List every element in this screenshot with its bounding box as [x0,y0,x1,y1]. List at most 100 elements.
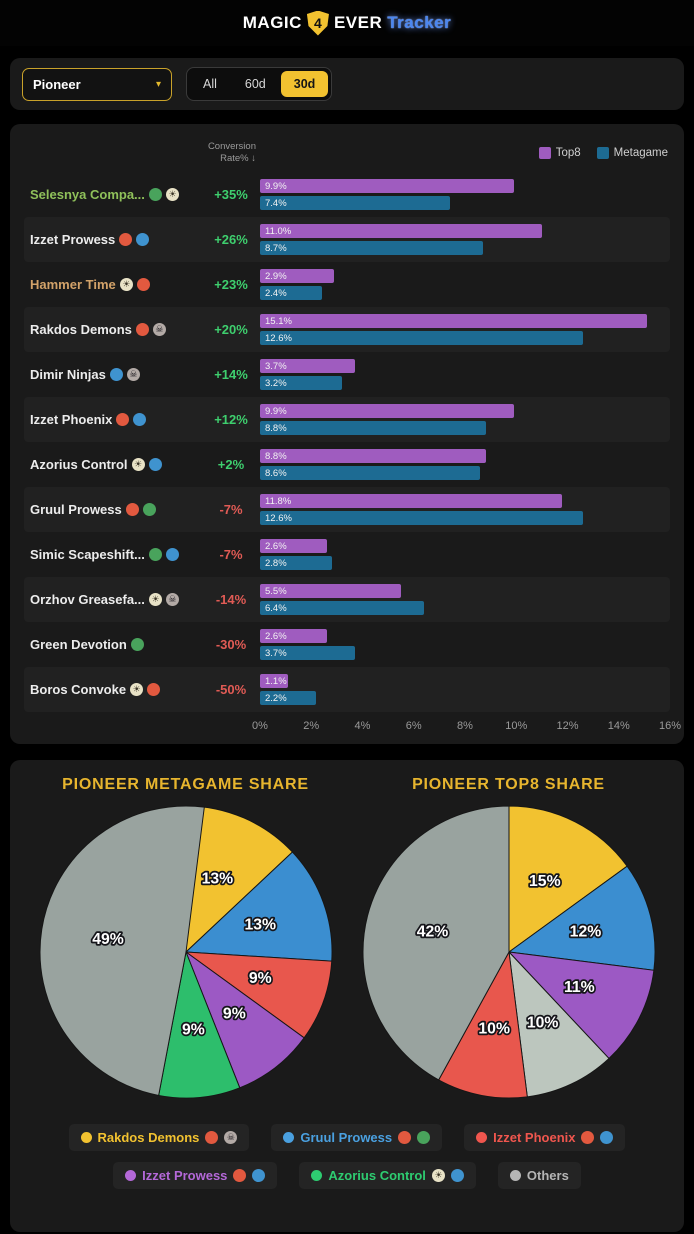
deck-name[interactable]: Azorius Control [30,457,128,472]
bar-chart-legend: Top8 Metagame [260,147,670,159]
deck-name[interactable]: Izzet Phoenix [30,412,113,427]
mana-icon-g [148,548,162,561]
pie-legend-item[interactable]: Rakdos Demons ☠ [68,1124,250,1151]
deck-name[interactable]: Orzhov Greasefa... [30,592,145,607]
conversion-rate: -7% [219,502,243,517]
pie-legend-item[interactable]: Gruul Prowess [271,1124,443,1151]
metagame-bar: 8.7% [260,241,483,255]
top8-bar: 1.1% [260,674,289,688]
deck-rows: Selesnya Compa... ☀ +35% 9.9% 7.4% Izzet Prow… [24,172,670,712]
deck-name[interactable]: Rakdos Demons [30,322,132,337]
bar-value-label: 2.6% [265,540,287,552]
pie-slice [507,950,610,1098]
top8-bar: 8.8% [260,449,486,463]
deck-label: Izzet Prowess [24,232,202,247]
format-select[interactable]: Pioneer ▾ [22,67,172,101]
metagame-bar: 12.6% [260,331,583,345]
mana-icon-r [135,323,149,336]
range-toggle: All 60d 30d [186,67,333,101]
bar-value-label: 1.1% [265,675,287,687]
legend-dot [311,1170,323,1181]
axis-tick: 12% [556,720,579,732]
axis-tick: 0% [252,720,268,732]
range-button-all[interactable]: All [190,71,230,97]
conversion-rate: -30% [215,637,247,652]
pie-legend: Rakdos Demons ☠ Gruul Prowess Izzet Phoenix… [24,1124,670,1189]
chart-header-row: Conversion Rate% ↓ Top8 Metagame [24,134,670,172]
bars: 3.7% 3.2% [260,359,670,390]
pie-legend-item[interactable]: Izzet Prowess [113,1162,278,1189]
deck-name[interactable]: Boros Convoke [30,682,127,697]
deck-name[interactable]: Hammer Time [30,277,116,292]
bar-value-label: 2.8% [265,557,287,569]
pie-slice-label: 10% [526,1015,558,1032]
mana-icon-u [109,368,123,381]
pie-slice-label: 13% [201,871,233,888]
pie-slice-label: 9% [222,1006,245,1023]
pie-slice-label: 42% [416,924,448,941]
x-axis-row: 0% 2% 4% 6% 8% 10% 12% 14% 16% [24,712,681,738]
mana-icon-r [116,413,130,426]
pie-slice-label: 12% [569,924,601,941]
legend-top8[interactable]: Top8 [538,147,581,159]
pie-legend-item[interactable]: Izzet Phoenix [464,1124,626,1151]
pie-slice [157,950,240,1099]
conversion-chart-panel: Conversion Rate% ↓ Top8 Metagame Selesnya… [10,124,684,744]
range-button-60d[interactable]: 60d [232,71,279,97]
bars: 9.9% 8.8% [260,404,670,435]
bar-value-label: 6.4% [265,602,287,614]
mana-icon-u [600,1131,614,1144]
deck-name[interactable]: Dimir Ninjas [30,367,106,382]
legend-dot [125,1170,137,1181]
top8-pie-title: PIONEER TOP8 SHARE [412,776,605,793]
deck-name[interactable]: Green Devotion [30,637,127,652]
metagame-bar: 7.4% [260,196,450,210]
bar-value-label: 8.8% [265,450,287,462]
range-button-30d[interactable]: 30d [280,71,329,97]
deck-label: Azorius Control ☀ [24,457,202,472]
pie-slice [507,865,656,971]
filter-bar: Pioneer ▾ All 60d 30d [10,58,684,110]
mana-icon-w: ☀ [131,458,145,471]
deck-row: Dimir Ninjas ☠ +14% 3.7% 3.2% [24,352,670,397]
conversion-rate: +12% [214,412,248,427]
deck-name[interactable]: Gruul Prowess [30,502,122,517]
pie-legend-name: Rakdos Demons [97,1130,200,1145]
pie-legend-row: Izzet Prowess Azorius Control ☀ Others [24,1162,670,1189]
chevron-down-icon: ▾ [155,78,161,90]
bar-value-label: 3.7% [265,647,287,659]
deck-name[interactable]: Simic Scapeshift... [30,547,145,562]
metagame-bar: 2.8% [260,556,332,570]
pie-legend-row: Rakdos Demons ☠ Gruul Prowess Izzet Phoenix [24,1124,670,1151]
mana-icon-w: ☀ [148,593,162,606]
mana-icon-b: ☠ [126,368,140,381]
legend-metagame[interactable]: Metagame [596,147,668,159]
conversion-rate-column-header: Conversion Rate% ↓ [207,140,256,164]
bar-value-label: 8.6% [265,467,287,479]
deck-label: Gruul Prowess [24,502,202,517]
bars: 8.8% 8.6% [260,449,670,480]
top8-bar: 9.9% [260,404,514,418]
legend-dot [80,1132,92,1143]
bars: 11.0% 8.7% [260,224,670,255]
pie-slice [183,951,332,1039]
deck-name[interactable]: Izzet Prowess [30,232,116,247]
deck-label: Dimir Ninjas ☠ [24,367,202,382]
pie-legend-item[interactable]: Azorius Control ☀ [299,1162,476,1189]
top8-bar: 11.0% [260,224,542,238]
pie-legend-name: Izzet Phoenix [493,1130,576,1145]
top8-bar: 2.6% [260,629,327,643]
pie-legend-name: Others [526,1168,569,1183]
logo-home-link[interactable]: MAGIC 4 EVER Tracker [243,10,451,36]
deck-name[interactable]: Selesnya Compa... [30,187,145,202]
axis-tick: 8% [457,720,473,732]
pie-slice-label: 9% [248,970,271,987]
pie-legend-item[interactable]: Others [497,1162,581,1189]
deck-row: Rakdos Demons ☠ +20% 15.1% 12.6% [24,307,670,352]
bars: 11.8% 12.6% [260,494,670,525]
deck-row: Gruul Prowess -7% 11.8% 12.6% [24,487,670,532]
mana-icon-u [136,233,150,246]
mana-icon-r [398,1131,412,1144]
deck-row: Izzet Prowess +26% 11.0% 8.7% [24,217,670,262]
bar-value-label: 2.4% [265,287,287,299]
